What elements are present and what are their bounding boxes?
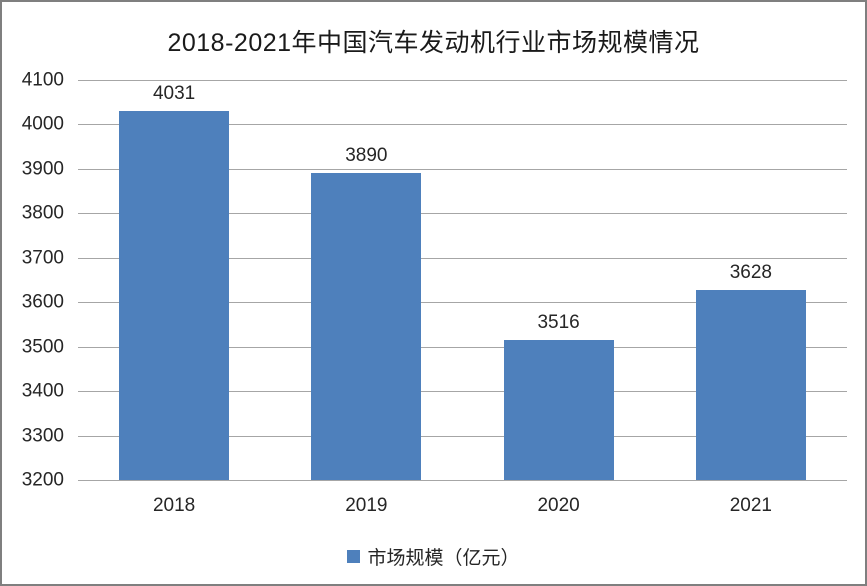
gridline <box>78 435 847 437</box>
bar-value-label: 3516 <box>537 311 580 333</box>
x-axis-tick: 2021 <box>729 495 773 516</box>
x-axis-tick: 2018 <box>152 495 196 516</box>
y-axis-tick: 3300 <box>21 425 64 447</box>
gridline <box>78 302 847 304</box>
gridline <box>78 391 847 393</box>
bar-2019 <box>311 173 422 480</box>
y-axis-tick: 3900 <box>21 158 64 180</box>
bar-value-label: 4031 <box>152 82 196 104</box>
gridline <box>78 168 847 170</box>
gridline <box>78 80 847 81</box>
bar-value-label: 3628 <box>729 261 773 283</box>
bar-2020 <box>503 339 614 480</box>
legend: 市场规模（亿元） <box>2 543 865 570</box>
gridline <box>78 346 847 348</box>
y-axis-tick: 3500 <box>21 336 64 358</box>
legend-swatch-icon <box>347 550 361 563</box>
x-axis-tick: 2019 <box>345 495 388 516</box>
bar-2018 <box>119 110 230 480</box>
y-axis-tick: 3400 <box>21 380 64 402</box>
x-axis-tick: 2020 <box>537 495 580 516</box>
y-axis-tick: 3800 <box>21 202 64 224</box>
gridline <box>78 257 847 259</box>
bar-value-label: 3890 <box>345 145 388 167</box>
y-axis-tick: 4100 <box>21 69 64 91</box>
bar-2021 <box>695 289 806 480</box>
chart-title: 2018-2021年中国汽车发动机行业市场规模情况 <box>167 29 700 57</box>
gridline <box>78 124 847 126</box>
y-axis-tick: 4000 <box>21 113 64 135</box>
plot-area: 4031 3890 3516 3628 <box>78 80 847 481</box>
gridline <box>78 480 847 481</box>
gridline <box>78 213 847 215</box>
y-axis-tick: 3700 <box>21 247 64 269</box>
y-axis-tick: 3200 <box>21 469 64 491</box>
y-axis-tick: 3600 <box>21 291 64 313</box>
legend-label: 市场规模（亿元） <box>367 548 520 569</box>
